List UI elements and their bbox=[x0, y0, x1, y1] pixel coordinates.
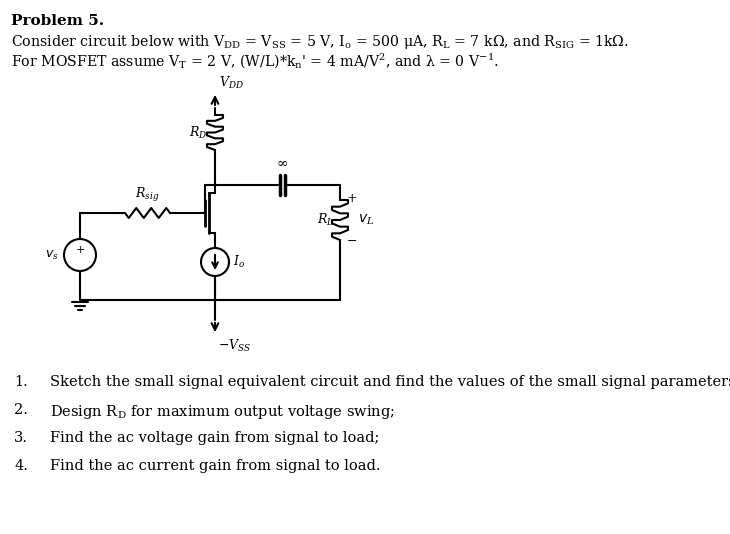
Text: Sketch the small signal equivalent circuit and find the values of the small sign: Sketch the small signal equivalent circu… bbox=[50, 375, 730, 389]
Text: V$_{\mathregular{DD}}$: V$_{\mathregular{DD}}$ bbox=[219, 75, 244, 91]
Text: $v_{\mathregular{s}}$: $v_{\mathregular{s}}$ bbox=[45, 248, 59, 262]
Text: R$_{\mathregular{D}}$: R$_{\mathregular{D}}$ bbox=[190, 124, 208, 140]
Text: −: − bbox=[347, 234, 358, 247]
Text: For MOSFET assume V$_{\mathregular{T}}$ = 2 V, (W/L)*k$_{\mathregular{n}}$' = 4 : For MOSFET assume V$_{\mathregular{T}}$ … bbox=[11, 52, 499, 71]
Text: Consider circuit below with V$_{\mathregular{DD}}$ = V$_{\mathregular{SS}}$ = 5 : Consider circuit below with V$_{\mathreg… bbox=[11, 33, 629, 51]
Text: 2.: 2. bbox=[14, 403, 28, 417]
Text: $v_{\mathregular{L}}$: $v_{\mathregular{L}}$ bbox=[358, 213, 374, 227]
Text: ∞: ∞ bbox=[277, 157, 288, 171]
Text: +: + bbox=[347, 192, 358, 206]
Text: Design R$_{\mathregular{D}}$ for maximum output voltage swing;: Design R$_{\mathregular{D}}$ for maximum… bbox=[50, 403, 395, 421]
Text: I$_{\mathregular{o}}$: I$_{\mathregular{o}}$ bbox=[233, 254, 245, 270]
Text: $-$V$_{\mathregular{SS}}$: $-$V$_{\mathregular{SS}}$ bbox=[218, 338, 251, 354]
Text: R$_{\mathregular{sig}}$: R$_{\mathregular{sig}}$ bbox=[135, 186, 160, 204]
Text: 4.: 4. bbox=[14, 459, 28, 473]
Text: Problem 5.: Problem 5. bbox=[11, 14, 104, 28]
Text: 3.: 3. bbox=[14, 431, 28, 445]
Text: Find the ac voltage gain from signal to load;: Find the ac voltage gain from signal to … bbox=[50, 431, 380, 445]
Text: Find the ac current gain from signal to load.: Find the ac current gain from signal to … bbox=[50, 459, 380, 473]
Text: R$_{\mathregular{L}}$: R$_{\mathregular{L}}$ bbox=[317, 212, 334, 228]
Text: +: + bbox=[75, 245, 85, 255]
Text: 1.: 1. bbox=[15, 375, 28, 389]
